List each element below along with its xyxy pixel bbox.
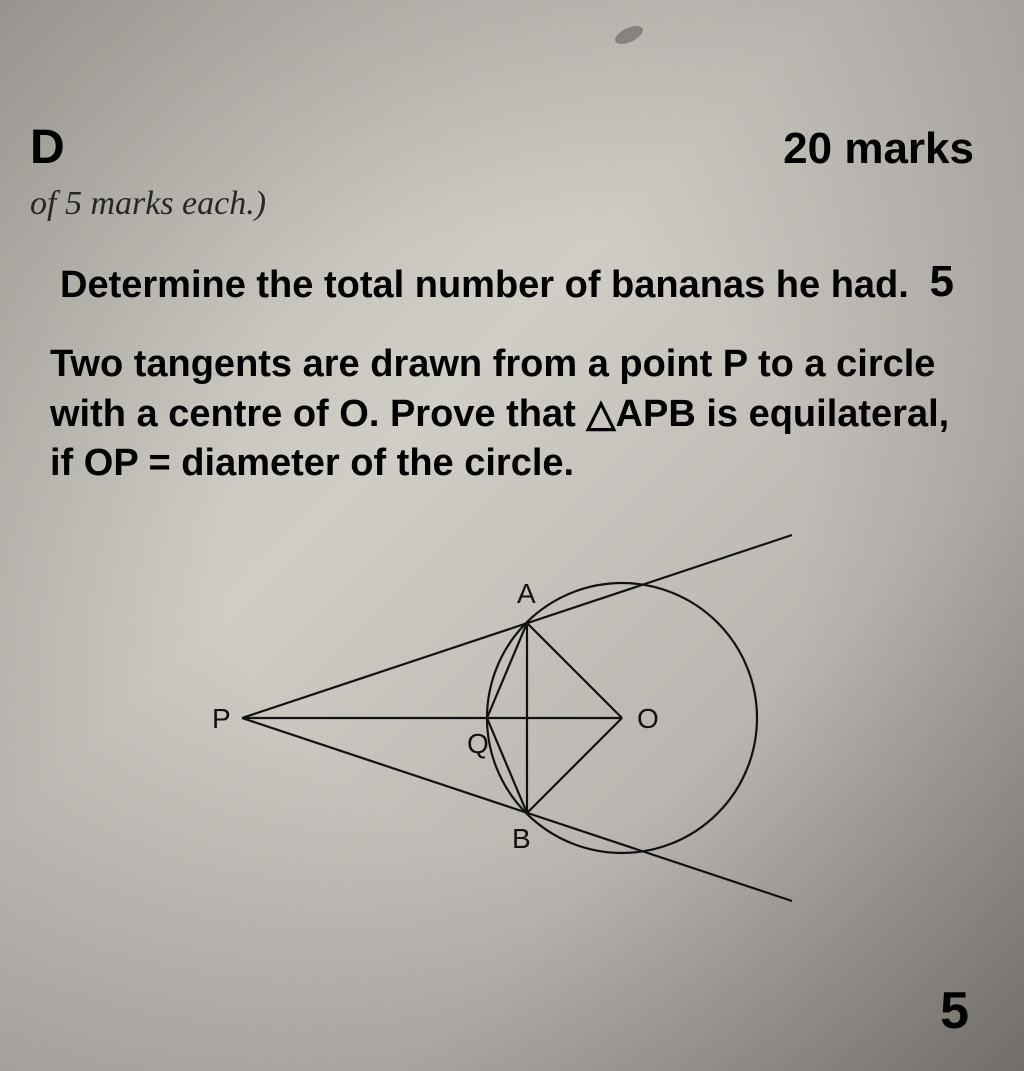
question-1-marks: 5 bbox=[930, 253, 974, 310]
subheader: of 5 marks each.) bbox=[30, 185, 974, 223]
diagram-container: P O Q A B bbox=[30, 513, 974, 923]
tangent-circle-diagram: P O Q A B bbox=[192, 513, 812, 923]
svg-text:O: O bbox=[637, 703, 659, 734]
question-2-marks: 5 bbox=[940, 981, 969, 1041]
section-letter: D bbox=[30, 120, 65, 175]
question-2-text: Two tangents are drawn from a point P to… bbox=[50, 340, 974, 488]
question-1: Determine the total number of bananas he… bbox=[60, 253, 974, 310]
svg-text:Q: Q bbox=[467, 728, 489, 759]
svg-text:B: B bbox=[512, 823, 531, 854]
exam-page: D 20 marks of 5 marks each.) Determine t… bbox=[0, 0, 1024, 1071]
svg-text:P: P bbox=[212, 703, 231, 734]
svg-text:A: A bbox=[517, 578, 536, 609]
header-row: D 20 marks bbox=[30, 120, 974, 175]
total-marks: 20 marks bbox=[783, 124, 974, 174]
smudge-mark bbox=[612, 22, 645, 47]
question-1-text: Determine the total number of bananas he… bbox=[60, 261, 909, 310]
